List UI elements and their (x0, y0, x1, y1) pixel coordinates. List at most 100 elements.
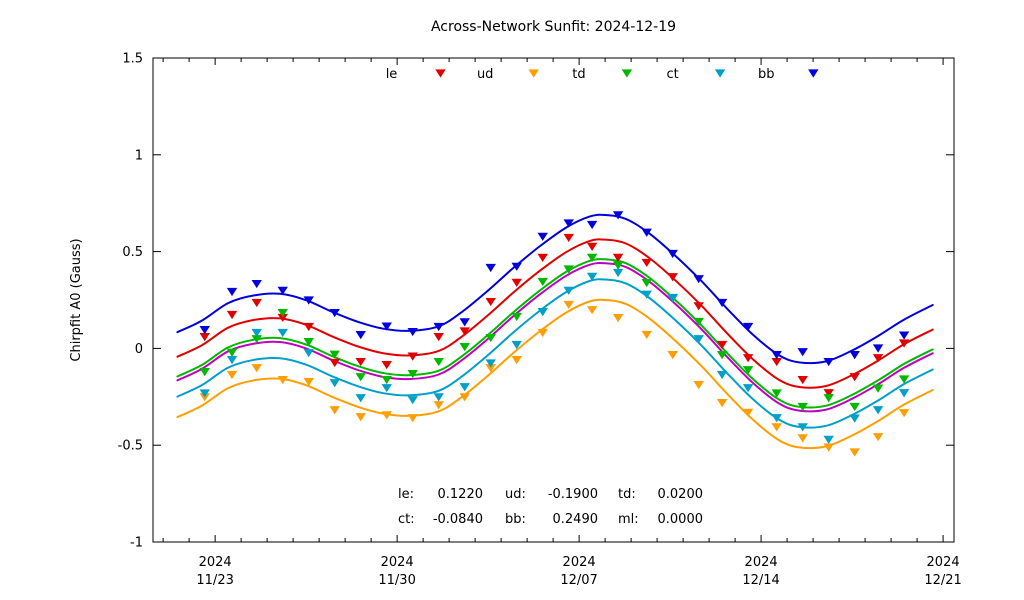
marker-ud (586, 306, 598, 315)
marker-ud (485, 364, 496, 373)
marker-ct (459, 383, 470, 392)
marker-bb (742, 322, 754, 332)
legend-label-ud: ud (477, 67, 494, 82)
marker-ct (797, 423, 808, 432)
x-tick-label-date: 11/30 (378, 573, 415, 588)
marker-ud (226, 370, 238, 380)
marker-le (641, 258, 652, 268)
y-tick-label: 1 (135, 148, 143, 163)
marker-le (823, 389, 834, 398)
marker-td (693, 317, 704, 327)
annotation-value: -0.1900 (548, 487, 598, 502)
marker-bb (537, 232, 548, 241)
marker-ct (355, 394, 366, 403)
curve-td (176, 258, 934, 409)
x-tick-label-year: 2024 (199, 555, 232, 570)
marker-bb (898, 331, 910, 340)
x-tick-label-date: 11/23 (196, 573, 233, 588)
y-axis-label: Chirpfit A0 (Gauss) (69, 238, 84, 361)
marker-ud (407, 414, 418, 423)
marker-ct (251, 328, 262, 338)
marker-ud (303, 377, 314, 387)
curve-le (176, 238, 934, 389)
marker-ud (329, 406, 340, 415)
marker-ud (898, 409, 910, 418)
marker-bb (199, 326, 210, 335)
annotation-value: 0.2490 (553, 512, 599, 527)
marker-le (563, 233, 574, 243)
marker-ud (381, 411, 392, 420)
marker-bb (872, 344, 884, 353)
marker-bb (381, 322, 392, 331)
marker-le (511, 278, 522, 287)
marker-le (742, 354, 754, 363)
marker-ct (742, 384, 754, 393)
marker-ct (693, 335, 704, 344)
marker-ud (459, 393, 470, 402)
x-tick-label-year: 2024 (927, 555, 960, 570)
marker-td (716, 350, 728, 360)
marker-ud (849, 448, 860, 457)
legend-marker-bb (808, 69, 819, 78)
marker-le (251, 298, 262, 308)
marker-le (716, 340, 728, 350)
marker-le (612, 253, 624, 263)
marker-ct (226, 356, 238, 365)
y-tick-label: -1 (130, 536, 143, 551)
marker-td (511, 312, 522, 322)
marker-ud (797, 434, 808, 443)
legend-label-bb: bb (758, 67, 775, 82)
y-tick-label: -0.5 (118, 439, 143, 454)
marker-td (303, 338, 314, 347)
curve-ml (176, 261, 934, 413)
marker-td (407, 369, 418, 379)
marker-ud (563, 300, 574, 310)
marker-ud (511, 356, 522, 365)
y-tick-label: 0.5 (122, 245, 143, 260)
marker-bb (226, 287, 238, 297)
y-tick-label: 0 (135, 342, 143, 357)
marker-td (612, 261, 624, 270)
marker-bb (303, 296, 314, 305)
marker-bb (612, 211, 624, 220)
annotation-label: ct: (398, 512, 415, 527)
annotation-value: -0.0840 (433, 512, 483, 527)
marker-bb (771, 350, 782, 360)
marker-td (641, 278, 652, 288)
marker-ud (251, 364, 262, 373)
marker-ud (742, 408, 754, 417)
marker-bb (329, 308, 340, 318)
marker-td (797, 402, 808, 412)
marker-ud (823, 443, 834, 452)
marker-bb (667, 249, 678, 259)
legend-marker-td (621, 69, 633, 78)
marker-ud (771, 423, 782, 432)
x-tick-label-year: 2024 (745, 555, 778, 570)
marker-ct (563, 286, 574, 295)
marker-td (459, 343, 470, 352)
marker-bb (586, 220, 598, 230)
marker-bb (433, 322, 444, 332)
marker-ct (612, 268, 624, 278)
annotation-label: ud: (505, 487, 526, 502)
marker-le (485, 297, 496, 307)
marker-ud (355, 413, 366, 422)
marker-td (329, 350, 340, 359)
marker-bb (511, 262, 522, 271)
marker-ud (612, 314, 624, 323)
marker-ct (667, 293, 678, 303)
marker-bb (823, 357, 834, 367)
marker-le (849, 373, 860, 382)
marker-td (199, 368, 210, 377)
marker-td (355, 373, 366, 382)
marker-le (872, 354, 884, 363)
x-tick-label-date: 12/21 (924, 573, 961, 588)
x-tick-label-year: 2024 (563, 555, 596, 570)
marker-le (277, 313, 288, 323)
marker-td (251, 335, 262, 344)
marker-td (563, 265, 574, 274)
marker-ct (329, 379, 340, 388)
marker-td (381, 375, 392, 385)
legend-label-le: le (386, 67, 398, 82)
